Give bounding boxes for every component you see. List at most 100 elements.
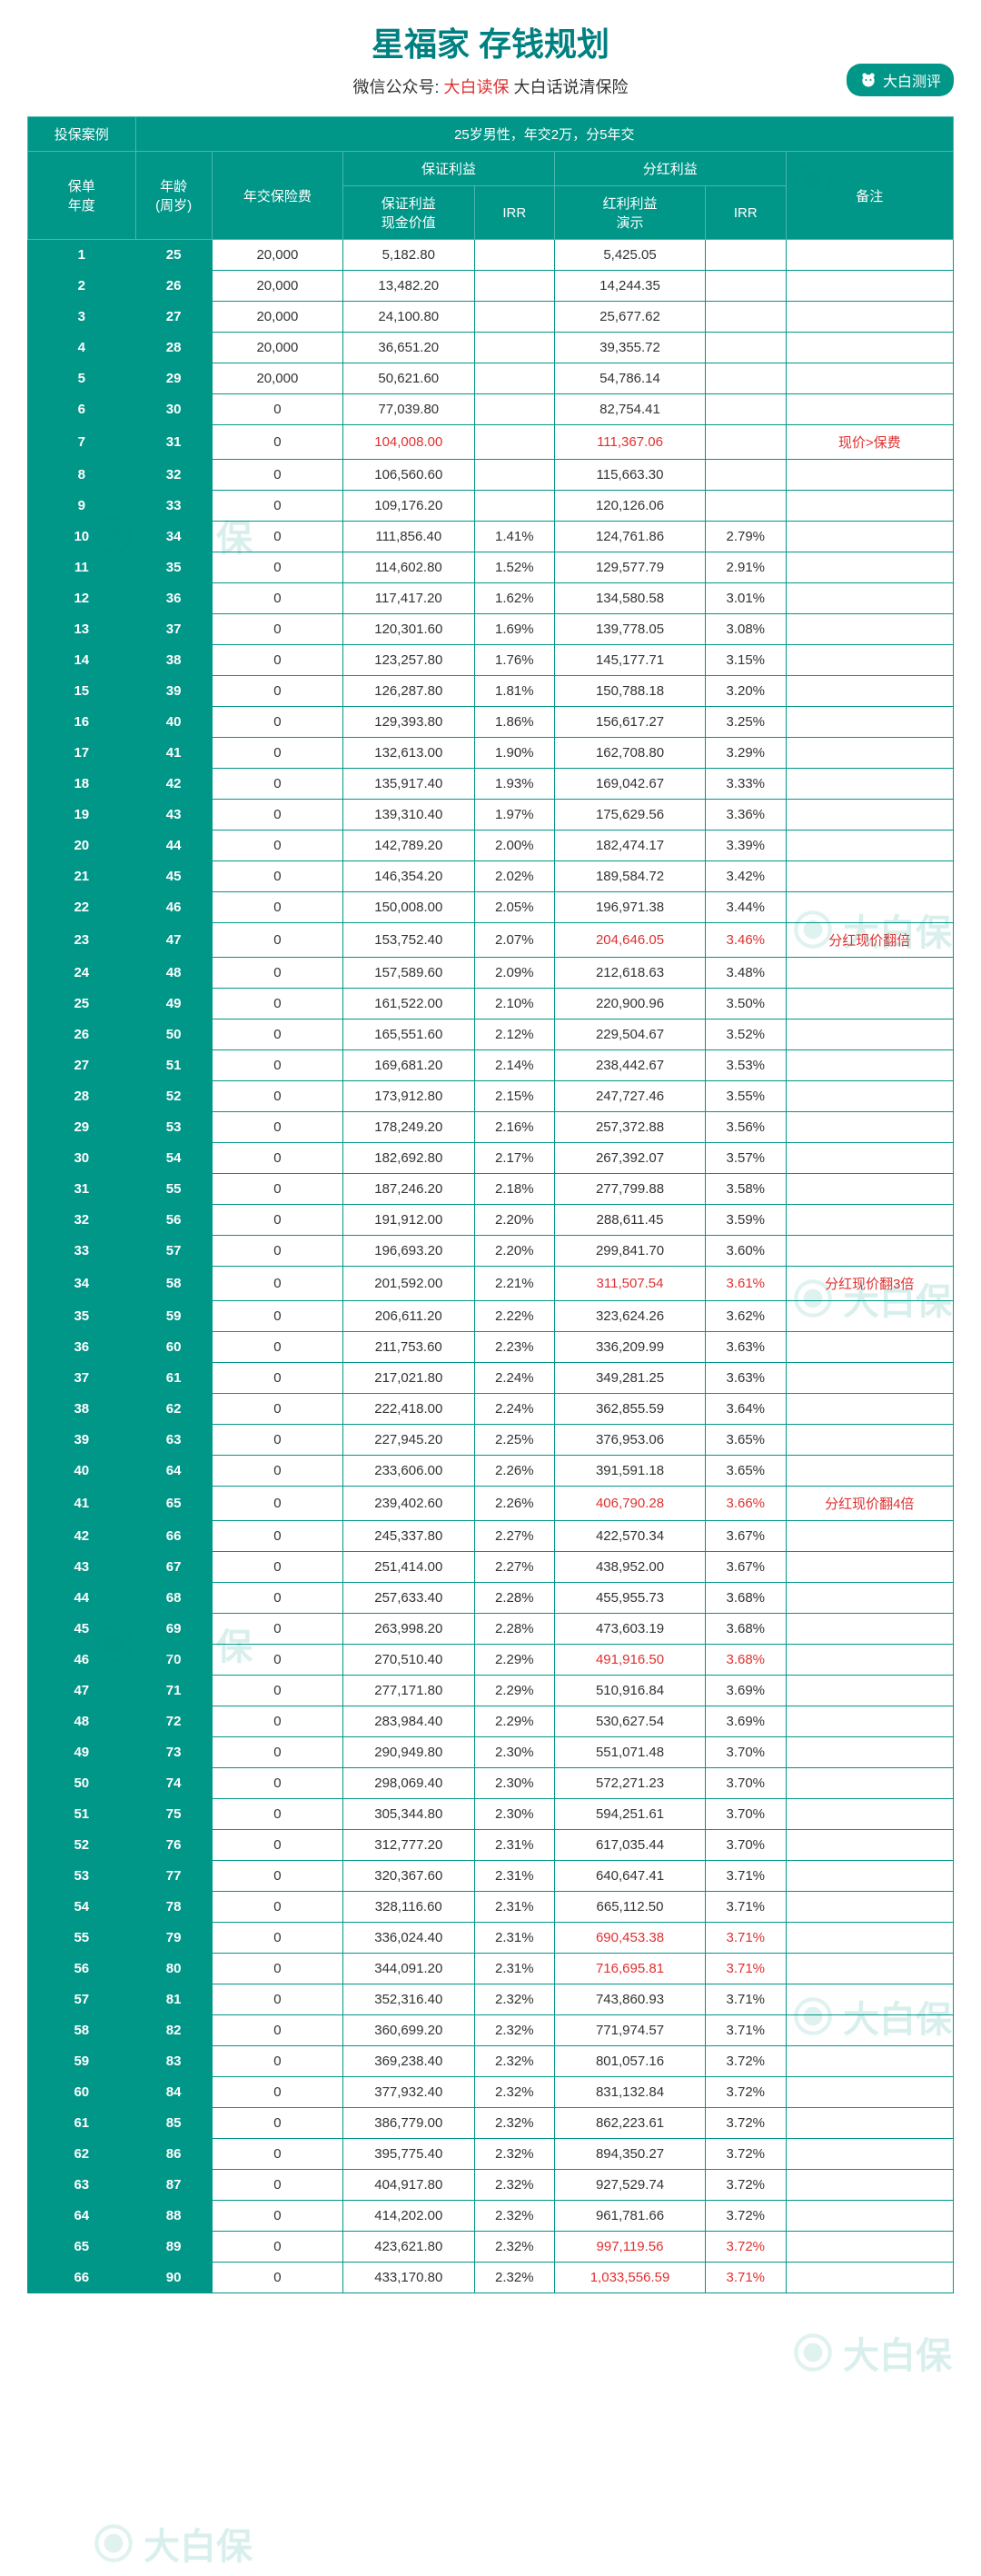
cell-premium: 0 — [212, 830, 342, 861]
cell-note — [786, 1861, 953, 1892]
cell-year: 57 — [28, 1984, 136, 2015]
cell-premium: 0 — [212, 892, 342, 923]
cell-dividend-irr: 3.70% — [705, 1737, 786, 1768]
cell-dividend-cash: 801,057.16 — [555, 2046, 706, 2077]
cell-guaranteed-irr: 2.32% — [474, 2170, 555, 2201]
cell-year: 13 — [28, 614, 136, 645]
cell-dividend-cash: 1,033,556.59 — [555, 2263, 706, 2293]
table-row: 15390126,287.801.81%150,788.183.20% — [28, 676, 954, 707]
table-row: 25490161,522.002.10%220,900.963.50% — [28, 989, 954, 1019]
table-row: 56800344,091.202.31%716,695.813.71% — [28, 1954, 954, 1984]
cell-guaranteed-irr: 1.62% — [474, 583, 555, 614]
table-row: 52920,00050,621.6054,786.14 — [28, 363, 954, 394]
cell-guaranteed-cash: 404,917.80 — [343, 2170, 474, 2201]
cell-guaranteed-irr — [474, 394, 555, 425]
cell-dividend-cash: 120,126.06 — [555, 491, 706, 522]
cell-note — [786, 2263, 953, 2293]
table-row: 52760312,777.202.31%617,035.443.70% — [28, 1830, 954, 1861]
cell-premium: 20,000 — [212, 363, 342, 394]
cell-year: 44 — [28, 1583, 136, 1614]
cell-note — [786, 1301, 953, 1332]
cell-dividend-irr: 3.63% — [705, 1363, 786, 1394]
cell-dividend-irr: 3.67% — [705, 1521, 786, 1552]
cell-dividend-irr: 3.42% — [705, 861, 786, 892]
cell-note — [786, 1363, 953, 1394]
cell-year: 17 — [28, 738, 136, 769]
cell-note — [786, 2077, 953, 2108]
cell-dividend-cash: 831,132.84 — [555, 2077, 706, 2108]
cell-note — [786, 958, 953, 989]
cell-guaranteed-cash: 423,621.80 — [343, 2232, 474, 2263]
cell-guaranteed-irr: 2.29% — [474, 1676, 555, 1706]
cell-premium: 0 — [212, 769, 342, 800]
cell-dividend-irr: 3.63% — [705, 1332, 786, 1363]
savings-table: 投保案例 25岁男性，年交2万，分5年交 保单 年度 年龄 (周岁) 年交保险费… — [27, 116, 954, 2293]
cell-premium: 0 — [212, 1394, 342, 1425]
cell-dividend-irr — [705, 425, 786, 460]
cell-age: 49 — [135, 989, 212, 1019]
cell-year: 63 — [28, 2170, 136, 2201]
cell-dividend-irr: 3.36% — [705, 800, 786, 830]
cell-premium: 0 — [212, 1923, 342, 1954]
table-row: 61850386,779.002.32%862,223.613.72% — [28, 2108, 954, 2139]
cell-note — [786, 1645, 953, 1676]
cell-dividend-irr: 3.55% — [705, 1081, 786, 1112]
cell-dividend-cash: 175,629.56 — [555, 800, 706, 830]
cell-year: 2 — [28, 271, 136, 302]
cell-dividend-cash: 349,281.25 — [555, 1363, 706, 1394]
cell-year: 28 — [28, 1081, 136, 1112]
cell-note — [786, 707, 953, 738]
cell-age: 47 — [135, 923, 212, 958]
cell-note — [786, 1737, 953, 1768]
cell-guaranteed-cash: 111,856.40 — [343, 522, 474, 552]
cell-year: 64 — [28, 2201, 136, 2232]
cell-age: 41 — [135, 738, 212, 769]
cell-age: 78 — [135, 1892, 212, 1923]
cell-dividend-cash: 690,453.38 — [555, 1923, 706, 1954]
cell-guaranteed-cash: 165,551.60 — [343, 1019, 474, 1050]
cell-note — [786, 1614, 953, 1645]
cell-dividend-cash: 25,677.62 — [555, 302, 706, 333]
cell-age: 30 — [135, 394, 212, 425]
table-row: 37610217,021.802.24%349,281.253.63% — [28, 1363, 954, 1394]
cell-note: 分红现价翻3倍 — [786, 1267, 953, 1301]
cell-dividend-cash: 189,584.72 — [555, 861, 706, 892]
cell-year: 55 — [28, 1923, 136, 1954]
cell-note — [786, 800, 953, 830]
header-case-label: 投保案例 — [28, 117, 136, 152]
cell-premium: 0 — [212, 1614, 342, 1645]
cell-year: 14 — [28, 645, 136, 676]
cell-note — [786, 1799, 953, 1830]
cell-premium: 0 — [212, 1425, 342, 1456]
cell-age: 73 — [135, 1737, 212, 1768]
cell-dividend-irr: 3.69% — [705, 1676, 786, 1706]
cell-dividend-irr: 3.52% — [705, 1019, 786, 1050]
cell-guaranteed-irr — [474, 271, 555, 302]
cell-guaranteed-irr: 2.32% — [474, 2232, 555, 2263]
cell-guaranteed-cash: 283,984.40 — [343, 1706, 474, 1737]
table-row: 59830369,238.402.32%801,057.163.72% — [28, 2046, 954, 2077]
cell-year: 23 — [28, 923, 136, 958]
cell-dividend-irr — [705, 302, 786, 333]
table-row: 41650239,402.602.26%406,790.283.66%分红现价翻… — [28, 1487, 954, 1521]
cell-premium: 0 — [212, 2232, 342, 2263]
cell-year: 36 — [28, 1332, 136, 1363]
cell-guaranteed-cash: 104,008.00 — [343, 425, 474, 460]
cell-age: 40 — [135, 707, 212, 738]
cell-note — [786, 1050, 953, 1081]
table-row: 58820360,699.202.32%771,974.573.71% — [28, 2015, 954, 2046]
cell-dividend-cash: 145,177.71 — [555, 645, 706, 676]
cell-guaranteed-irr: 1.76% — [474, 645, 555, 676]
cell-premium: 0 — [212, 2046, 342, 2077]
cell-guaranteed-cash: 263,998.20 — [343, 1614, 474, 1645]
cell-dividend-irr: 3.64% — [705, 1394, 786, 1425]
cell-age: 82 — [135, 2015, 212, 2046]
cell-note — [786, 491, 953, 522]
table-row: 46700270,510.402.29%491,916.503.68% — [28, 1645, 954, 1676]
cell-dividend-irr: 3.59% — [705, 1205, 786, 1236]
table-row: 17410132,613.001.90%162,708.803.29% — [28, 738, 954, 769]
cell-note — [786, 1425, 953, 1456]
cell-guaranteed-irr: 1.90% — [474, 738, 555, 769]
cell-dividend-cash: 716,695.81 — [555, 1954, 706, 1984]
cell-dividend-irr: 3.70% — [705, 1830, 786, 1861]
